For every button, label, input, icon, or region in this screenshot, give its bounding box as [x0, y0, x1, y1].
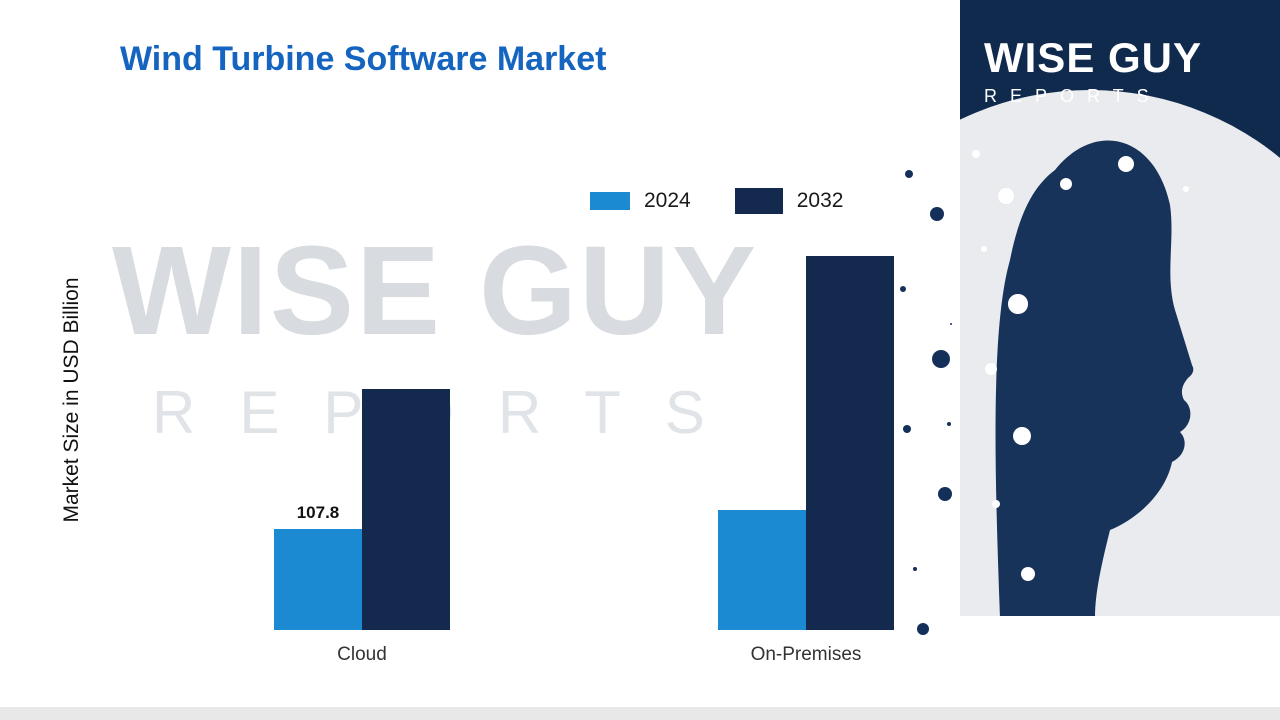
logo: WISE GUY REPORTS [984, 34, 1202, 107]
brand-panel: WISE GUY REPORTS [960, 0, 1280, 616]
bar-on-premises-2024 [718, 510, 806, 630]
logo-wise-guy-text: WISE GUY [984, 34, 1203, 81]
bar-group-cloud: 107.8 Cloud [274, 389, 450, 665]
legend-label: 2024 [644, 189, 691, 212]
bar-on-premises-2032 [806, 256, 894, 630]
bottom-strip [0, 707, 1280, 720]
page-title: Wind Turbine Software Market [120, 40, 607, 78]
bar-value-label: 107.8 [296, 503, 340, 522]
watermark-wise-guy: WISE GUY [112, 220, 759, 361]
bar-cloud-2032 [362, 389, 450, 630]
legend-item-2024: 2024 [590, 189, 691, 213]
legend-swatch-2032 [734, 188, 783, 214]
head-profile-illustration [995, 140, 1194, 616]
legend-swatch-2024 [590, 192, 630, 210]
decorative-dots-navy [905, 170, 913, 178]
chart-legend: 2024 2032 [590, 188, 843, 214]
logo-reports-text: REPORTS [984, 86, 1162, 106]
category-label-on-premises: On-Premises [750, 644, 862, 665]
category-label-cloud: Cloud [337, 644, 387, 665]
decorative-dots-white [972, 150, 980, 158]
y-axis-label: Market Size in USD Billion [60, 277, 83, 523]
legend-label: 2032 [796, 189, 844, 212]
legend-item-2032: 2032 [734, 188, 844, 214]
bar-cloud-2024: 107.8 [274, 503, 362, 630]
bar-group-on-premises: On-Premises [718, 256, 894, 665]
